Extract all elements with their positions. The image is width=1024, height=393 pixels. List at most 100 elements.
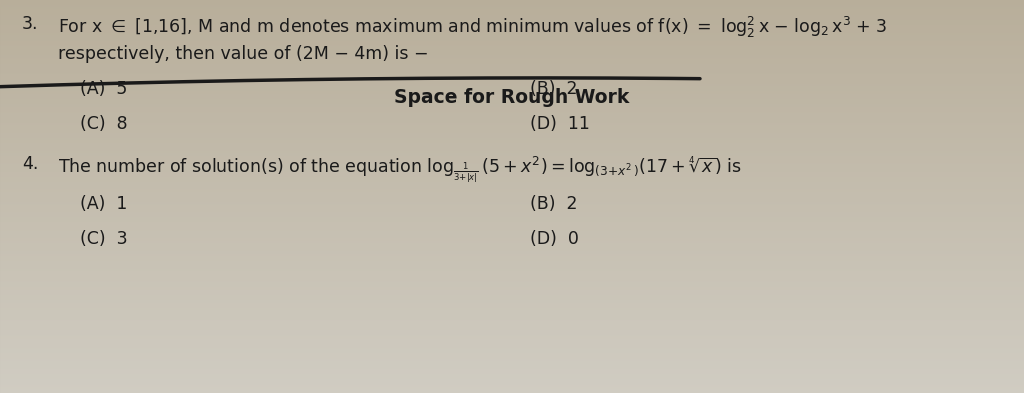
Bar: [0, 150, 1024, 151]
Bar: [0, 310, 1024, 311]
Bar: [0, 279, 1024, 280]
Bar: [0, 38, 1024, 39]
Bar: [0, 28, 1024, 29]
Bar: [0, 204, 1024, 205]
Bar: [0, 294, 1024, 295]
Bar: [0, 190, 1024, 191]
Bar: [0, 93, 1024, 94]
Bar: [0, 151, 1024, 152]
Bar: [0, 146, 1024, 147]
Bar: [0, 80, 1024, 81]
Bar: [0, 309, 1024, 310]
Bar: [0, 57, 1024, 58]
Bar: [0, 154, 1024, 155]
Bar: [0, 291, 1024, 292]
Bar: [0, 351, 1024, 352]
Bar: [0, 47, 1024, 48]
Bar: [0, 363, 1024, 364]
Bar: [0, 156, 1024, 157]
Bar: [0, 72, 1024, 73]
Bar: [0, 340, 1024, 341]
Bar: [0, 165, 1024, 166]
Bar: [0, 285, 1024, 286]
Bar: [0, 96, 1024, 97]
Bar: [0, 384, 1024, 385]
Bar: [0, 369, 1024, 370]
Bar: [0, 180, 1024, 181]
Bar: [0, 149, 1024, 150]
Bar: [0, 66, 1024, 67]
Bar: [0, 380, 1024, 381]
Bar: [0, 182, 1024, 183]
Bar: [0, 364, 1024, 365]
Bar: [0, 314, 1024, 315]
Bar: [0, 266, 1024, 267]
Bar: [0, 208, 1024, 209]
Bar: [0, 342, 1024, 343]
Bar: [0, 301, 1024, 302]
Bar: [0, 303, 1024, 304]
Bar: [0, 1, 1024, 2]
Bar: [0, 135, 1024, 136]
Bar: [0, 257, 1024, 258]
Bar: [0, 200, 1024, 201]
Bar: [0, 16, 1024, 17]
Bar: [0, 219, 1024, 220]
Bar: [0, 15, 1024, 16]
Bar: [0, 224, 1024, 225]
Bar: [0, 324, 1024, 325]
Bar: [0, 48, 1024, 49]
Bar: [0, 330, 1024, 331]
Bar: [0, 292, 1024, 293]
Bar: [0, 27, 1024, 28]
Bar: [0, 282, 1024, 283]
Bar: [0, 55, 1024, 56]
Bar: [0, 213, 1024, 214]
Bar: [0, 357, 1024, 358]
Bar: [0, 10, 1024, 11]
Bar: [0, 3, 1024, 4]
Bar: [0, 59, 1024, 60]
Bar: [0, 381, 1024, 382]
Bar: [0, 277, 1024, 278]
Bar: [0, 84, 1024, 85]
Bar: [0, 33, 1024, 34]
Bar: [0, 97, 1024, 98]
Bar: [0, 21, 1024, 22]
Bar: [0, 157, 1024, 158]
Bar: [0, 242, 1024, 243]
Bar: [0, 278, 1024, 279]
Bar: [0, 13, 1024, 14]
Bar: [0, 160, 1024, 161]
Bar: [0, 327, 1024, 328]
Bar: [0, 166, 1024, 167]
Bar: [0, 58, 1024, 59]
Bar: [0, 76, 1024, 77]
Bar: [0, 368, 1024, 369]
Bar: [0, 377, 1024, 378]
Bar: [0, 69, 1024, 70]
Bar: [0, 220, 1024, 221]
Bar: [0, 123, 1024, 124]
Bar: [0, 284, 1024, 285]
Bar: [0, 61, 1024, 62]
Bar: [0, 94, 1024, 95]
Bar: [0, 347, 1024, 348]
Bar: [0, 132, 1024, 133]
Bar: [0, 171, 1024, 172]
Bar: [0, 183, 1024, 184]
Bar: [0, 287, 1024, 288]
Bar: [0, 18, 1024, 19]
Bar: [0, 75, 1024, 76]
Bar: [0, 14, 1024, 15]
Bar: [0, 131, 1024, 132]
Bar: [0, 136, 1024, 137]
Bar: [0, 316, 1024, 317]
Bar: [0, 153, 1024, 154]
Bar: [0, 389, 1024, 390]
Bar: [0, 267, 1024, 268]
Bar: [0, 197, 1024, 198]
Bar: [0, 236, 1024, 237]
Bar: [0, 163, 1024, 164]
Text: (A)  5: (A) 5: [80, 80, 127, 98]
